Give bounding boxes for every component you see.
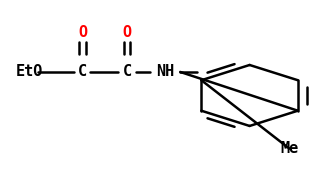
Text: O: O (78, 25, 87, 40)
Text: O: O (123, 25, 132, 40)
Text: NH: NH (156, 64, 174, 79)
Text: EtO: EtO (16, 64, 43, 79)
Text: C: C (78, 64, 87, 79)
Text: C: C (123, 64, 132, 79)
Text: Me: Me (280, 141, 299, 156)
